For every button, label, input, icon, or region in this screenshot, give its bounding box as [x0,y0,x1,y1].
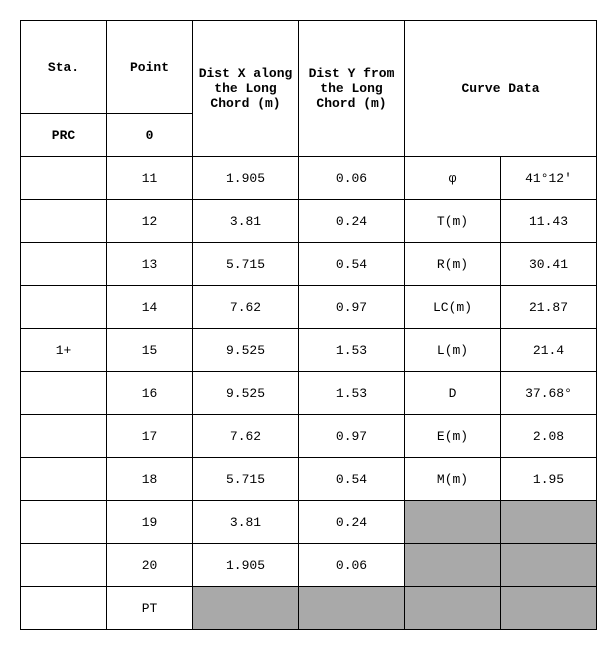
cell-sta [21,587,107,630]
header-row: Sta. Point Dist X along the Long Chord (… [21,21,597,114]
curve-data-table: Sta. Point Dist X along the Long Chord (… [20,20,597,630]
cell-curve-value [501,544,597,587]
cell-curve-label: φ [405,157,501,200]
table-row: 111.9050.06φ41°12' [21,157,597,200]
cell-distx: 5.715 [193,243,299,286]
cell-sta [21,200,107,243]
cell-curve-label: D [405,372,501,415]
cell-distx: 1.905 [193,544,299,587]
cell-curve-value: 21.87 [501,286,597,329]
cell-curve-value: 37.68° [501,372,597,415]
cell-distx: 3.81 [193,501,299,544]
cell-sta [21,415,107,458]
cell-sta [21,157,107,200]
cell-distx: 3.81 [193,200,299,243]
cell-point: 17 [107,415,193,458]
cell-point: 13 [107,243,193,286]
table-row: PT [21,587,597,630]
cell-sta [21,286,107,329]
cell-distx: 1.905 [193,157,299,200]
cell-sta [21,243,107,286]
cell-curve-label: E(m) [405,415,501,458]
cell-disty: 0.97 [299,286,405,329]
cell-disty: 0.06 [299,157,405,200]
cell-curve-label [405,587,501,630]
cell-distx: 7.62 [193,286,299,329]
cell-curve-value [501,587,597,630]
header-point: Point [107,21,193,114]
table-row: 123.810.24T(m)11.43 [21,200,597,243]
cell-distx [193,587,299,630]
table-row: 185.7150.54M(m)1.95 [21,458,597,501]
cell-point: 19 [107,501,193,544]
cell-curve-value: 1.95 [501,458,597,501]
cell-sta [21,458,107,501]
cell-curve-value: 11.43 [501,200,597,243]
cell-disty [299,587,405,630]
cell-disty: 0.24 [299,200,405,243]
cell-point: 12 [107,200,193,243]
cell-curve-value: 30.41 [501,243,597,286]
table-row: 1+159.5251.53L(m)21.4 [21,329,597,372]
cell-sta [21,544,107,587]
cell-curve-label: T(m) [405,200,501,243]
cell-disty: 1.53 [299,329,405,372]
cell-disty: 0.54 [299,458,405,501]
cell-curve-label: R(m) [405,243,501,286]
cell-disty: 0.06 [299,544,405,587]
cell-curve-value: 21.4 [501,329,597,372]
cell-distx: 9.525 [193,329,299,372]
cell-point: 18 [107,458,193,501]
prc-label: PRC [21,114,107,157]
cell-distx: 5.715 [193,458,299,501]
cell-disty: 0.54 [299,243,405,286]
header-distx: Dist X along the Long Chord (m) [193,21,299,157]
cell-curve-label [405,501,501,544]
cell-disty: 0.97 [299,415,405,458]
header-sta: Sta. [21,21,107,114]
cell-curve-label: L(m) [405,329,501,372]
cell-sta: 1+ [21,329,107,372]
table-row: 193.810.24 [21,501,597,544]
cell-curve-label: LC(m) [405,286,501,329]
cell-curve-value: 2.08 [501,415,597,458]
cell-point: 20 [107,544,193,587]
table-row: 177.620.97E(m)2.08 [21,415,597,458]
table-row: 135.7150.54R(m)30.41 [21,243,597,286]
header-curve-data: Curve Data [405,21,597,157]
cell-curve-value: 41°12' [501,157,597,200]
table-row: 169.5251.53D37.68° [21,372,597,415]
cell-curve-label [405,544,501,587]
cell-distx: 7.62 [193,415,299,458]
cell-curve-label: M(m) [405,458,501,501]
header-disty: Dist Y from the Long Chord (m) [299,21,405,157]
cell-curve-value [501,501,597,544]
cell-point: PT [107,587,193,630]
cell-point: 14 [107,286,193,329]
cell-point: 16 [107,372,193,415]
cell-disty: 0.24 [299,501,405,544]
cell-sta [21,501,107,544]
cell-disty: 1.53 [299,372,405,415]
table-row: 201.9050.06 [21,544,597,587]
table-row: 147.620.97LC(m)21.87 [21,286,597,329]
cell-point: 11 [107,157,193,200]
zero-label: 0 [107,114,193,157]
cell-point: 15 [107,329,193,372]
cell-sta [21,372,107,415]
cell-distx: 9.525 [193,372,299,415]
